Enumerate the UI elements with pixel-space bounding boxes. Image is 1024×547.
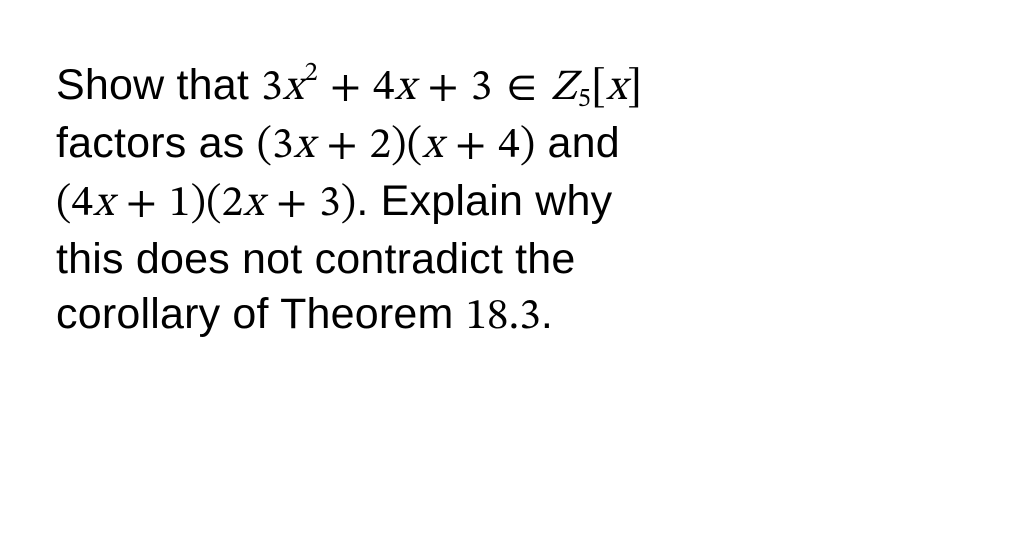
- f1-rp1: ): [391, 125, 407, 168]
- var-x-2: x: [395, 67, 416, 110]
- exponent-2: 2: [305, 61, 318, 87]
- f2-lp2: (: [206, 183, 222, 226]
- ring-var-x: x: [606, 67, 627, 110]
- f1-a1: 3: [272, 125, 294, 168]
- polynomial-expression: 3x2+4x+3∈Z5[x]: [261, 67, 642, 110]
- text-show-that: Show that: [56, 61, 261, 109]
- line-5: corollary of Theorem 18.3.: [56, 287, 984, 345]
- line-4: this does not contradict the: [56, 232, 984, 287]
- element-of: ∈: [492, 61, 551, 116]
- line-2: factors as (3x+2)(x+4) and: [56, 116, 984, 174]
- f2-rp2: ): [341, 183, 357, 226]
- plus-1: +: [318, 61, 373, 116]
- f1-v1: x: [294, 125, 315, 168]
- text-explain-why: . Explain why: [356, 177, 612, 225]
- problem-statement: Show that 3x2+4x+3∈Z5[x] factors as (3x+…: [56, 58, 984, 345]
- f2-b2: 3: [319, 183, 341, 226]
- text-does-not-contradict: this does not contradict the: [56, 235, 576, 283]
- ring-subscript-5: 5: [578, 87, 591, 113]
- factorization-2: (4x+1)(2x+3): [56, 183, 356, 226]
- f1-lp2: (: [407, 125, 423, 168]
- var-x: x: [283, 67, 304, 110]
- text-and: and: [535, 119, 620, 167]
- page: Show that 3x2+4x+3∈Z5[x] factors as (3x+…: [0, 0, 1024, 547]
- f1-v2: x: [422, 125, 443, 168]
- f2-rp1: ): [191, 183, 207, 226]
- f2-op1: +: [114, 177, 169, 232]
- plus-2: +: [415, 61, 470, 116]
- coeff-a: 3: [261, 67, 283, 110]
- text-factors-as: factors as: [56, 119, 257, 167]
- line-1: Show that 3x2+4x+3∈Z5[x]: [56, 58, 984, 116]
- f2-a2: 2: [222, 183, 244, 226]
- ring-Z: Z: [551, 67, 577, 110]
- f2-b1: 1: [169, 183, 191, 226]
- f1-op2: +: [443, 119, 498, 174]
- f1-lp1: (: [257, 125, 273, 168]
- text-final-period: .: [541, 290, 553, 338]
- f2-v1: x: [93, 183, 114, 226]
- const-c: 3: [471, 67, 493, 110]
- factorization-1: (3x+2)(x+4): [257, 125, 536, 168]
- f1-op1: +: [314, 119, 369, 174]
- theorem-number: 18.3: [466, 296, 541, 339]
- ring-lbracket: [: [591, 67, 606, 110]
- coeff-b: 4: [373, 67, 395, 110]
- f1-rp2: ): [520, 125, 536, 168]
- line-3: (4x+1)(2x+3). Explain why: [56, 174, 984, 232]
- f2-a1: 4: [72, 183, 94, 226]
- f1-b1: 2: [370, 125, 392, 168]
- f2-lp1: (: [56, 183, 72, 226]
- f2-v2: x: [243, 183, 264, 226]
- text-corollary-of-theorem: corollary of Theorem: [56, 290, 466, 338]
- f2-op2: +: [264, 177, 319, 232]
- ring-rbracket: ]: [627, 67, 642, 110]
- f1-b2: 4: [498, 125, 520, 168]
